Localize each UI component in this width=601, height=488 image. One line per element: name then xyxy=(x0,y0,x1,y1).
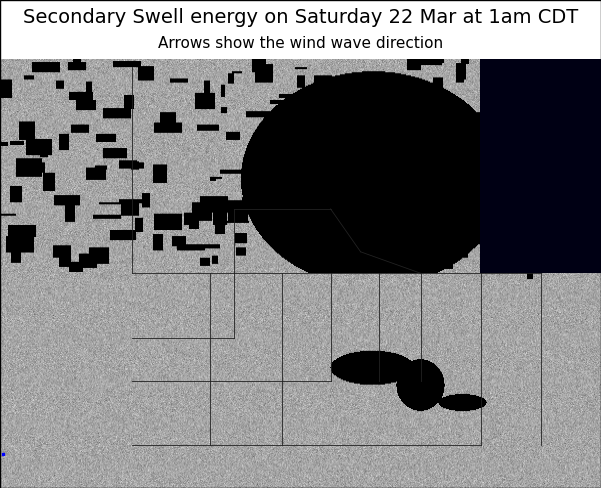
Text: Secondary Swell energy on Saturday 22 Mar at 1am CDT: Secondary Swell energy on Saturday 22 Ma… xyxy=(23,8,578,27)
Text: Arrows show the wind wave direction: Arrows show the wind wave direction xyxy=(158,37,443,51)
